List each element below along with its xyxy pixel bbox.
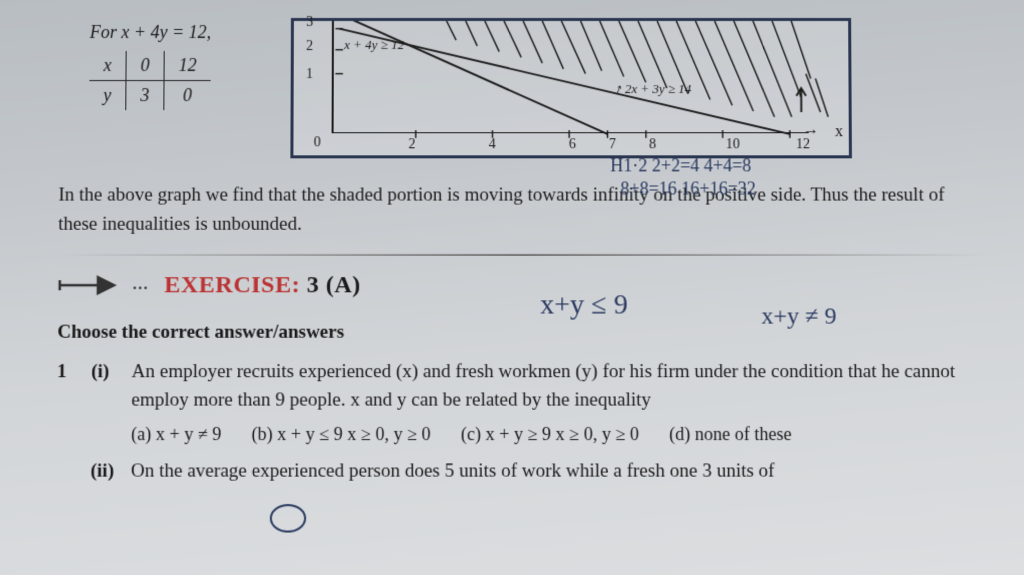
instruction: Choose the correct answer/answers	[57, 321, 987, 343]
section-divider	[58, 254, 986, 256]
xtick-label: 7	[609, 137, 616, 153]
cell: 0	[126, 51, 164, 81]
for-block: For x + 4y = 12, x 0 12 y 3 0	[59, 18, 211, 110]
for-equation: For x + 4y = 12,	[60, 22, 212, 43]
handwriting-example-2: x+y ≠ 9	[761, 303, 836, 330]
xtick-label: 2	[409, 137, 416, 153]
top-row: For x + 4y = 12, x 0 12 y 3 0 3 2 1 0	[59, 18, 986, 158]
option-a: (a) x + y ≠ 9	[131, 424, 221, 445]
question-text: An employer recruits experienced (x) and…	[131, 358, 987, 416]
options-row: (a) x + y ≠ 9 (b) x + y ≤ 9 x ≥ 0, y ≥ 0…	[56, 424, 987, 445]
xtick-label: 6	[569, 137, 576, 153]
xtick-label: 10	[726, 137, 740, 153]
xtick-label: 12	[796, 137, 810, 153]
handwriting-circle	[270, 504, 306, 532]
cell: 0	[164, 81, 211, 111]
exercise-title: EXERCISE: 3 (A)	[164, 272, 361, 299]
xtick-label: 4	[489, 137, 496, 153]
question-part: (i)	[91, 358, 132, 416]
question-1-i: 1 (i) An employer recruits experienced (…	[57, 358, 988, 416]
xtick-label: 8	[649, 137, 656, 153]
table-row: x 0 12	[89, 51, 210, 81]
arrow-icon	[58, 275, 118, 297]
ellipsis: …	[132, 277, 150, 295]
exercise-heading: … EXERCISE: 3 (A)	[58, 272, 987, 299]
option-c: (c) x + y ≥ 9 x ≥ 0, y ≥ 0	[461, 424, 639, 445]
cell: y	[89, 81, 126, 111]
option-d: (d) none of these	[669, 424, 791, 445]
exercise-word: EXERCISE:	[164, 272, 300, 298]
option-b: (b) x + y ≤ 9 x ≥ 0, y ≥ 0	[252, 424, 431, 445]
table-row: y 3 0	[89, 81, 210, 111]
cell: 3	[126, 81, 164, 111]
cell: x	[89, 51, 126, 81]
inequality-graph: 3 2 1 0 x → x + 4y ≥ 12 ↗2x + 3y ≥ 14	[291, 18, 853, 158]
handwriting-calc-1: H1·2 2+2=4 4+4=8	[610, 155, 751, 176]
xy-table: x 0 12 y 3 0	[89, 51, 211, 110]
question-1-ii: (ii) On the average experienced person d…	[56, 457, 988, 486]
cell: 12	[164, 51, 211, 81]
explanation-paragraph: In the above graph we find that the shad…	[58, 180, 986, 239]
textbook-page: For x + 4y = 12, x 0 12 y 3 0 3 2 1 0	[0, 0, 1024, 575]
handwriting-calc-2: 8+8=16 16+16=32	[620, 178, 756, 199]
question-number: 1	[57, 358, 92, 416]
question-part: (ii)	[90, 457, 131, 486]
chart-svg	[294, 21, 850, 155]
exercise-number: 3 (A)	[307, 272, 361, 298]
question-text: On the average experienced person does 5…	[131, 457, 988, 486]
handwriting-example-1: x+y ≤ 9	[540, 289, 628, 321]
